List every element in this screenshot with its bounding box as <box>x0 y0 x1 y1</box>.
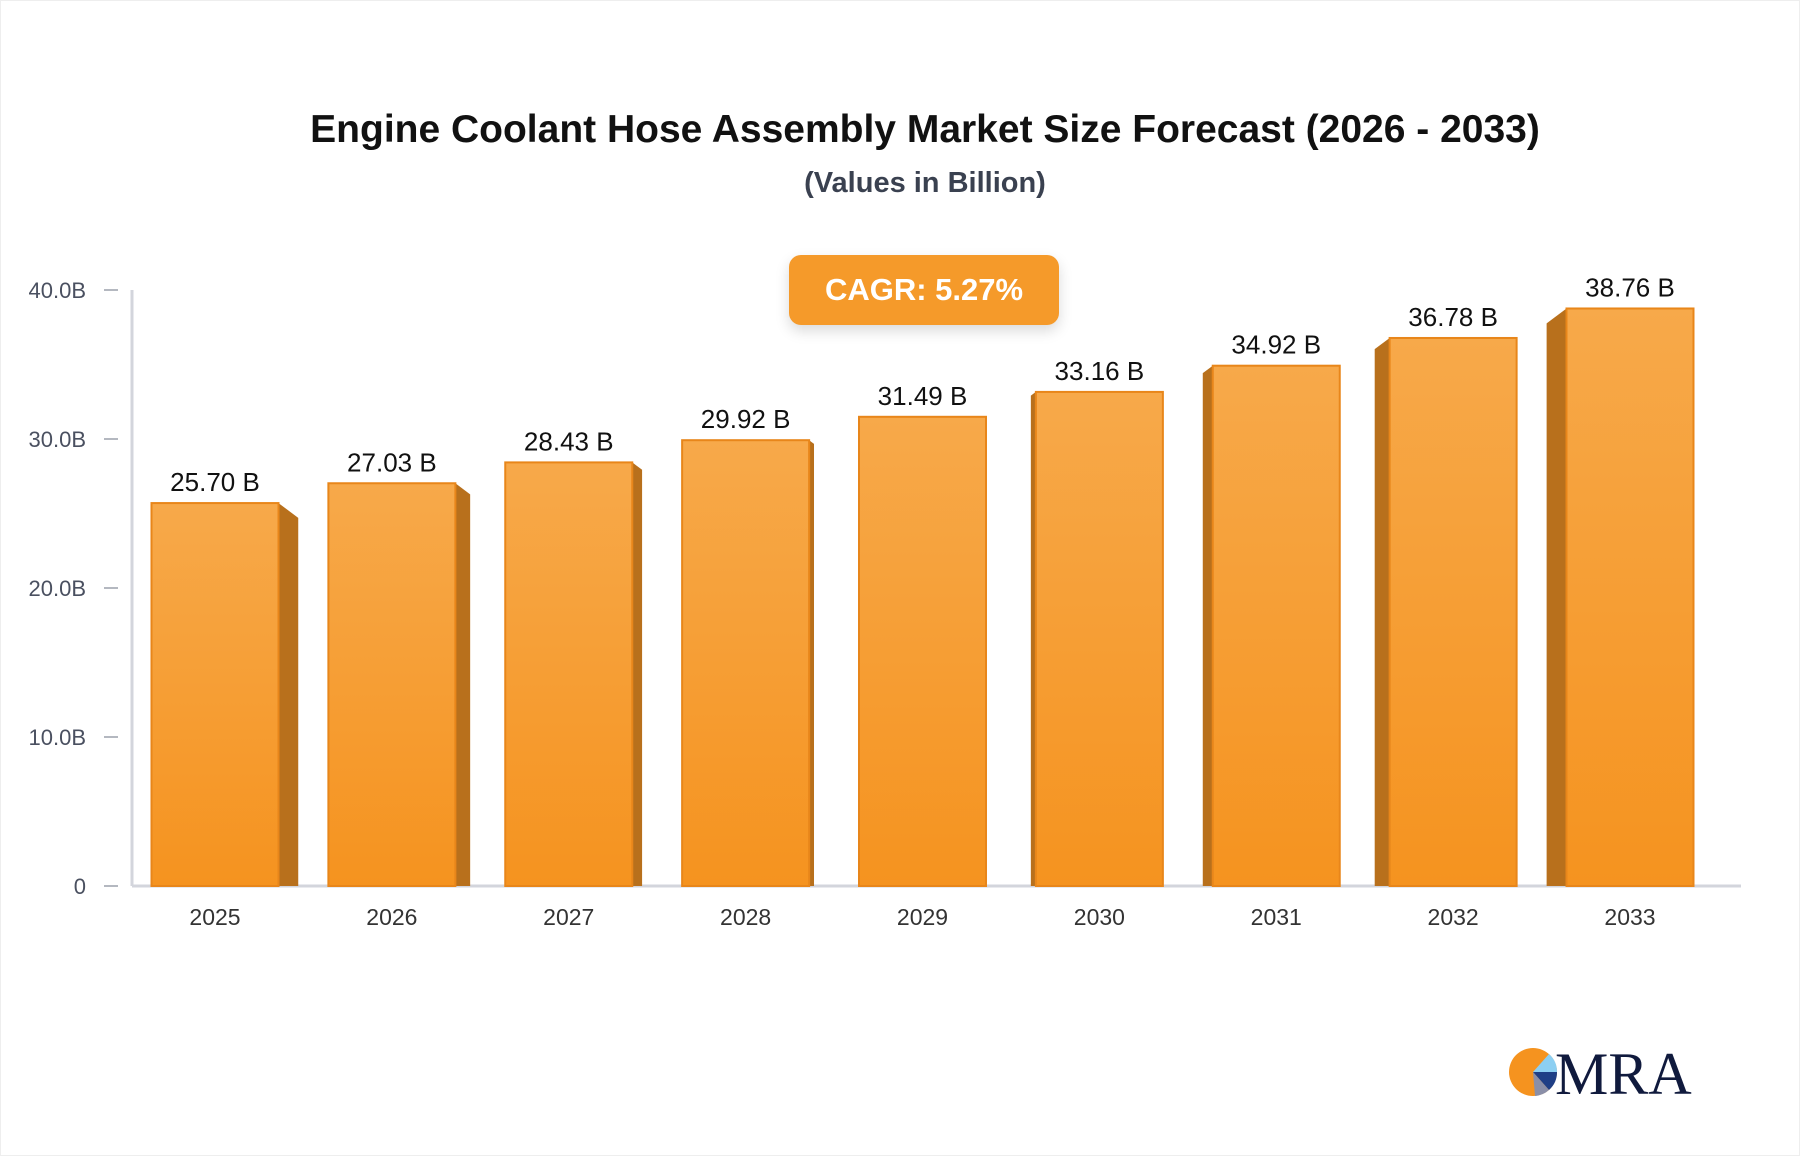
bar-side <box>1374 337 1390 886</box>
data-label: 31.49 B <box>878 381 968 411</box>
x-tick-label: 2029 <box>897 904 948 930</box>
bar-side <box>1202 365 1213 886</box>
svg-text:MRA: MRA <box>1555 1041 1692 1100</box>
x-tick-label: 2033 <box>1604 904 1655 930</box>
cagr-badge: CAGR: 5.27% <box>789 255 1059 325</box>
x-tick-label: 2028 <box>720 904 771 930</box>
data-label: 25.70 B <box>170 467 260 497</box>
data-label: 38.76 B <box>1585 272 1675 302</box>
bar-side <box>1030 391 1036 886</box>
y-tick-label: 20.0B <box>29 576 87 601</box>
y-tick-label: 10.0B <box>29 725 87 750</box>
data-label: 28.43 B <box>524 426 614 456</box>
data-label: 27.03 B <box>347 447 437 477</box>
bar <box>1211 364 1341 887</box>
chart-title: Engine Coolant Hose Assembly Market Size… <box>310 108 1540 151</box>
x-tick-label: 2026 <box>366 904 417 930</box>
bar-side <box>632 462 643 886</box>
bar <box>150 502 280 887</box>
chart-subtitle: (Values in Billion) <box>804 167 1046 199</box>
bar <box>681 439 811 887</box>
y-tick-label: 0 <box>74 874 86 899</box>
x-tick-label: 2027 <box>543 904 594 930</box>
x-tick-label: 2025 <box>189 904 240 930</box>
bar-side <box>455 483 471 886</box>
y-tick-label: 40.0B <box>29 278 87 303</box>
bar-side <box>1546 308 1567 886</box>
data-label: 36.78 B <box>1408 302 1498 332</box>
data-label: 29.92 B <box>701 404 791 434</box>
y-tick-label: 30.0B <box>29 427 87 452</box>
bar <box>1388 336 1518 887</box>
bar-side <box>809 440 815 886</box>
bar <box>504 461 634 887</box>
bar <box>327 482 457 887</box>
bar <box>1034 390 1164 887</box>
mra-logo: MRA <box>1509 1041 1692 1100</box>
x-tick-label: 2030 <box>1074 904 1125 930</box>
x-tick-label: 2032 <box>1428 904 1479 930</box>
x-tick-label: 2031 <box>1251 904 1302 930</box>
bar <box>858 415 987 887</box>
bar <box>1565 307 1695 887</box>
data-label: 34.92 B <box>1231 330 1321 360</box>
data-label: 33.16 B <box>1055 356 1145 386</box>
bar-side <box>278 503 299 886</box>
